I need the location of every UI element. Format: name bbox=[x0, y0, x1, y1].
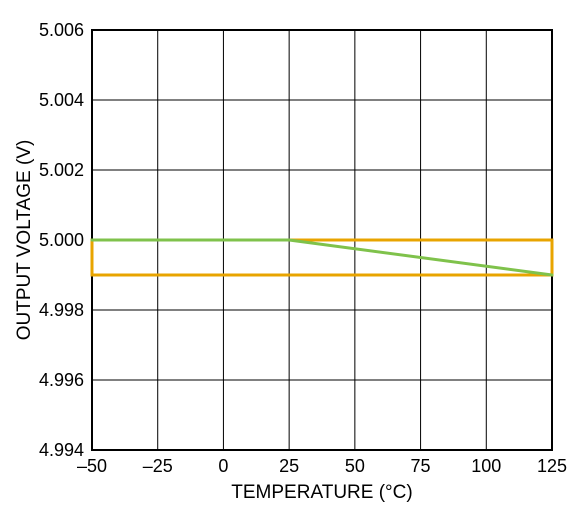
y-tick-label: 4.996 bbox=[39, 370, 84, 390]
y-axis-label: OUTPUT VOLTAGE (V) bbox=[14, 140, 35, 341]
x-tick-label: 25 bbox=[279, 456, 299, 476]
x-axis-label: TEMPERATURE (°C) bbox=[231, 482, 412, 503]
y-tick-label: 4.994 bbox=[39, 440, 84, 460]
x-tick-label: 125 bbox=[537, 456, 567, 476]
y-tick-label: 5.006 bbox=[39, 20, 84, 40]
x-tick-label: 0 bbox=[218, 456, 228, 476]
y-tick-label: 5.002 bbox=[39, 160, 84, 180]
x-tick-label: 50 bbox=[345, 456, 365, 476]
voltage-vs-temperature-chart: –50–2502550751001254.9944.9964.9985.0005… bbox=[0, 0, 588, 515]
x-tick-label: 75 bbox=[411, 456, 431, 476]
x-tick-label: 100 bbox=[471, 456, 501, 476]
y-tick-label: 5.000 bbox=[39, 230, 84, 250]
y-tick-label: 5.004 bbox=[39, 90, 84, 110]
x-tick-label: –25 bbox=[143, 456, 173, 476]
y-tick-label: 4.998 bbox=[39, 300, 84, 320]
